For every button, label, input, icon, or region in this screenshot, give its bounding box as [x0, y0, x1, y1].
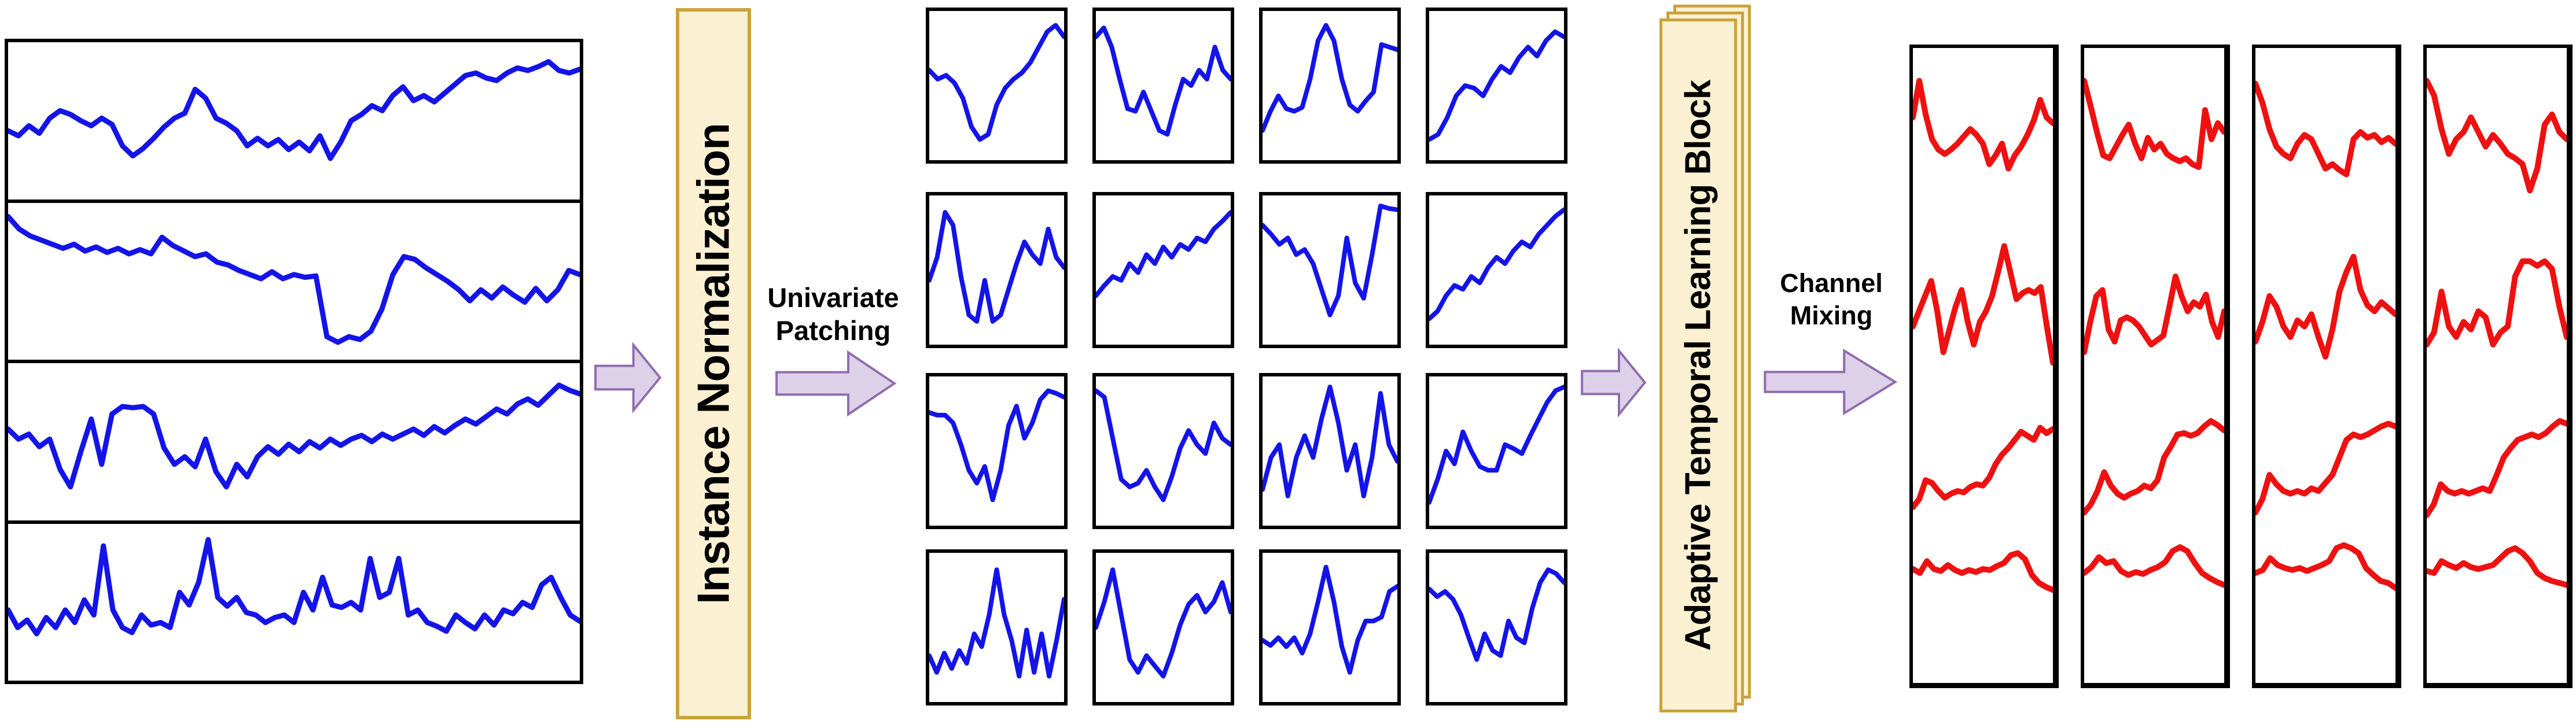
output-panel-3 — [2252, 45, 2401, 688]
patch-series-line — [1263, 553, 1397, 702]
patch-series-line — [929, 11, 1064, 160]
flow-arrow-icon — [1581, 349, 1646, 416]
input-series-row-1 — [8, 42, 580, 203]
channel-mixing-label-line1: Channel — [1780, 268, 1883, 298]
patch-cell-r4-c1 — [926, 549, 1068, 705]
output-trace-line — [2253, 391, 2398, 537]
patch-cell-r2-c1 — [926, 192, 1068, 348]
patch-cell-r3-c3 — [1259, 373, 1401, 529]
output-trace-line — [1910, 499, 2056, 607]
patch-series-line — [1096, 11, 1231, 160]
adaptive-temporal-learning-block: Adaptive Temporal Learning Block — [1659, 19, 1737, 712]
univariate-patching-label: Univariate Patching — [741, 281, 926, 347]
output-trace-line — [2424, 499, 2570, 607]
output-trace-line — [2253, 232, 2398, 397]
input-series-line-4 — [8, 524, 580, 681]
patch-series-line — [1263, 195, 1397, 345]
output-panel-1 — [1909, 45, 2059, 688]
patch-cell-r3-c4 — [1426, 373, 1567, 529]
patch-cell-r3-c2 — [1092, 373, 1234, 529]
patch-series-line — [1429, 376, 1564, 526]
patch-series-line — [929, 376, 1064, 526]
patch-cell-r2-c4 — [1426, 192, 1567, 348]
patch-cell-r2-c3 — [1259, 192, 1401, 348]
instance-normalization-label: Instance Normalization — [687, 123, 739, 604]
patch-cell-r1-c2 — [1092, 8, 1234, 164]
output-trace-line — [1910, 391, 2056, 537]
output-trace-line — [2081, 499, 2227, 607]
patch-series-line — [1263, 376, 1397, 526]
univariate-patching-label-line1: Univariate — [767, 282, 899, 313]
output-trace-line — [2081, 67, 2227, 226]
flow-arrow-icon — [775, 350, 897, 416]
output-trace-line — [1910, 67, 2056, 226]
channel-mixing-label: Channel Mixing — [1753, 267, 1909, 332]
patch-cell-r4-c2 — [1092, 549, 1234, 705]
output-trace-line — [2081, 232, 2227, 397]
output-trace-line — [1910, 232, 2056, 397]
input-series-line-2 — [8, 203, 580, 360]
input-multivariate-panel — [5, 39, 583, 684]
patch-cell-r1-c4 — [1426, 8, 1567, 164]
patch-series-line — [1096, 195, 1231, 345]
univariate-patching-label-line2: Patching — [775, 315, 891, 346]
output-trace-line — [2253, 499, 2398, 607]
patch-series-line — [1263, 11, 1397, 160]
instance-normalization-block: Instance Normalization — [676, 8, 751, 719]
input-series-row-2 — [8, 203, 580, 363]
patch-cell-r3-c1 — [926, 373, 1068, 529]
input-series-line-3 — [8, 363, 580, 520]
patch-series-line — [1096, 553, 1231, 702]
input-series-line-1 — [8, 42, 580, 200]
patch-cell-r4-c4 — [1426, 549, 1567, 705]
output-trace-line — [2424, 232, 2570, 397]
input-series-row-3 — [8, 363, 580, 524]
output-panel-2 — [2081, 45, 2230, 688]
patch-series-line — [929, 195, 1064, 345]
output-trace-line — [2424, 67, 2570, 226]
patch-cell-r4-c3 — [1259, 549, 1401, 705]
channel-mixing-label-line2: Mixing — [1790, 301, 1873, 330]
output-trace-line — [2424, 391, 2570, 537]
flow-arrow-icon — [1764, 349, 1898, 415]
patch-series-line — [1096, 376, 1231, 526]
adaptive-temporal-learning-block-label: Adaptive Temporal Learning Block — [1678, 80, 1718, 651]
output-trace-line — [2081, 391, 2227, 537]
patch-cell-r1-c3 — [1259, 8, 1401, 164]
patch-series-line — [1429, 553, 1564, 702]
patch-series-line — [929, 553, 1064, 702]
patch-series-line — [1429, 11, 1564, 160]
output-trace-line — [2253, 67, 2398, 226]
input-series-row-4 — [8, 524, 580, 681]
patch-cell-r2-c2 — [1092, 192, 1234, 348]
flow-arrow-icon — [595, 343, 661, 412]
patch-cell-r1-c1 — [926, 8, 1068, 164]
output-panel-4 — [2423, 45, 2573, 688]
patch-series-line — [1429, 195, 1564, 345]
